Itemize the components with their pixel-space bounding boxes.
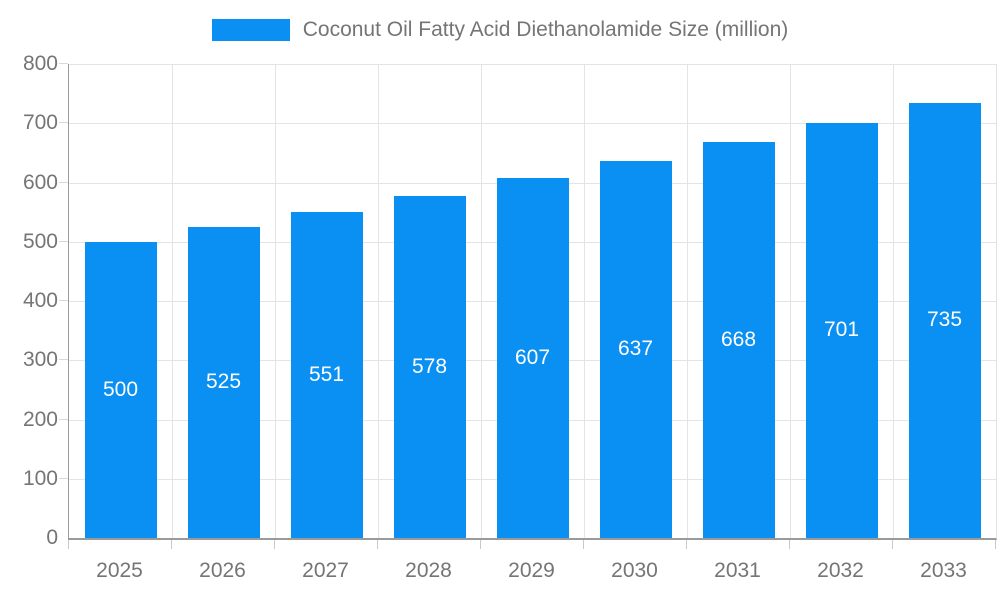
y-axis-tick-label: 600 xyxy=(22,170,58,194)
x-axis-tick-label: 2033 xyxy=(920,559,967,582)
y-axis-tick-label: 200 xyxy=(22,407,58,431)
bar[interactable]: 551 xyxy=(290,211,363,538)
gridline-vertical xyxy=(687,64,688,538)
bar-value-label: 735 xyxy=(926,308,963,332)
legend-item[interactable]: Coconut Oil Fatty Acid Diethanolamide Si… xyxy=(211,18,789,42)
bar[interactable]: 578 xyxy=(393,195,466,538)
bar-value-label: 607 xyxy=(514,346,551,370)
gridline-vertical xyxy=(275,64,276,538)
gridline-vertical xyxy=(172,64,173,538)
x-axis-tick xyxy=(480,540,481,549)
legend-label: Coconut Oil Fatty Acid Diethanolamide Si… xyxy=(302,18,789,41)
bar-value-label: 500 xyxy=(102,377,139,401)
bar-value-label: 578 xyxy=(411,354,448,378)
bar[interactable]: 668 xyxy=(702,142,775,538)
x-axis-tick xyxy=(995,540,996,549)
x-axis-tick xyxy=(68,540,69,549)
legend-color-swatch xyxy=(211,19,290,41)
plot-area: 500 525 551 578 607 637 668 701 735 xyxy=(68,64,997,540)
y-axis-tick-label: 100 xyxy=(22,466,58,490)
y-axis-tick xyxy=(59,418,68,420)
gridline-horizontal xyxy=(69,123,996,125)
bar-value-label: 701 xyxy=(823,318,860,342)
gridline-vertical xyxy=(378,64,379,538)
y-axis-tick-label: 800 xyxy=(22,52,58,75)
y-axis-tick xyxy=(59,300,68,301)
y-axis-tick xyxy=(59,240,68,242)
x-axis-tick-label: 2026 xyxy=(199,559,246,582)
bar[interactable]: 525 xyxy=(187,226,260,538)
gridline-vertical xyxy=(893,64,894,538)
bar[interactable]: 637 xyxy=(599,160,672,538)
y-axis-tick-label: 500 xyxy=(22,229,58,253)
y-axis-tick-label: 400 xyxy=(22,289,58,312)
x-axis-tick xyxy=(377,540,378,549)
bar[interactable]: 735 xyxy=(908,102,981,538)
x-axis-tick xyxy=(583,540,584,549)
x-axis-tick-label: 2031 xyxy=(714,559,761,582)
bar-value-label: 525 xyxy=(205,370,242,394)
x-axis-tick-label: 2025 xyxy=(96,559,143,582)
x-axis-tick xyxy=(274,540,275,549)
x-axis-tick xyxy=(789,540,790,549)
legend: Coconut Oil Fatty Acid Diethanolamide Si… xyxy=(0,18,1000,42)
bar-value-label: 668 xyxy=(720,328,757,352)
bar-value-label: 551 xyxy=(308,362,345,386)
y-axis-tick xyxy=(59,181,68,183)
y-axis-tick xyxy=(59,477,68,479)
y-axis-tick-label: 700 xyxy=(22,111,58,135)
x-axis-tick xyxy=(171,540,172,549)
x-axis-tick-label: 2027 xyxy=(302,559,349,582)
y-axis-tick xyxy=(59,359,68,361)
x-axis-tick-label: 2032 xyxy=(817,559,864,582)
x-axis-tick-label: 2028 xyxy=(405,559,452,582)
gridline-vertical xyxy=(790,64,791,538)
y-axis-tick-label: 0 xyxy=(46,526,58,549)
bar[interactable]: 701 xyxy=(805,122,878,538)
bar[interactable]: 500 xyxy=(84,241,157,538)
bar-value-label: 637 xyxy=(617,337,654,361)
x-axis-tick xyxy=(892,540,893,549)
gridline-vertical xyxy=(584,64,585,538)
bar[interactable]: 607 xyxy=(496,178,569,538)
y-axis-tick-label: 300 xyxy=(22,348,58,372)
x-axis-tick xyxy=(686,540,687,549)
x-axis-tick-label: 2029 xyxy=(508,559,555,582)
y-axis-tick xyxy=(59,63,68,64)
gridline-vertical xyxy=(481,64,482,538)
x-axis-tick-label: 2030 xyxy=(611,559,658,582)
gridline-horizontal xyxy=(69,64,996,65)
y-axis-tick xyxy=(59,122,68,124)
